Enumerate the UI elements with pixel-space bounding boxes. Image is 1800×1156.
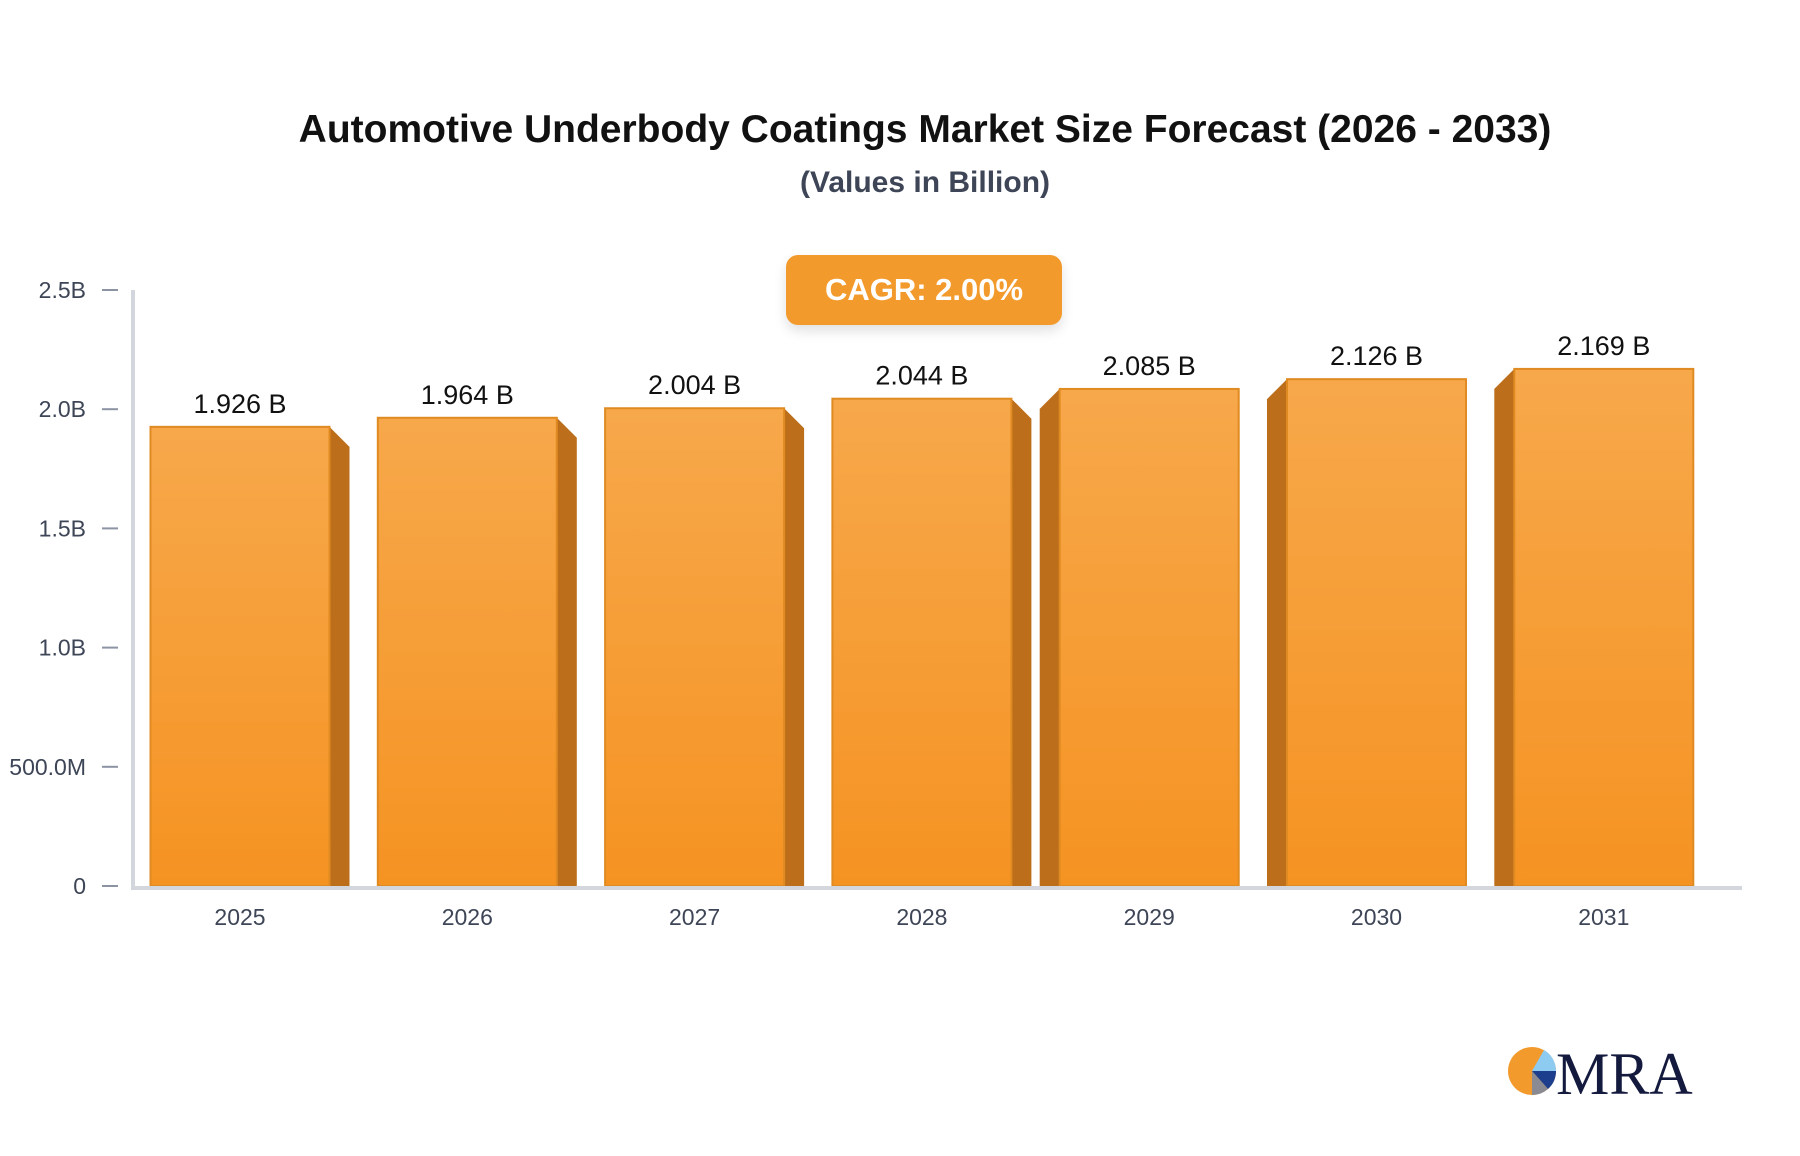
bar	[831, 397, 1013, 887]
bars: 1.926 B 2025 1.964 B 2026 2.004 B 2027 2.044 B…	[149, 331, 1695, 930]
data-label: 2.044 B	[875, 361, 968, 391]
data-label: 2.126 B	[1330, 341, 1423, 371]
bar	[604, 407, 786, 887]
bar-side	[1011, 398, 1032, 886]
data-label: 1.964 B	[421, 380, 514, 410]
y-tick-label: 500.0M	[9, 754, 86, 780]
bar-side	[1267, 379, 1287, 886]
bar-2028: 2.044 B	[831, 361, 1032, 887]
bar-2029: 2.085 B	[1039, 351, 1240, 887]
data-label: 2.085 B	[1103, 351, 1196, 381]
chart-subtitle: (Values in Billion)	[799, 166, 1051, 199]
bar	[149, 425, 331, 887]
bar	[1058, 387, 1240, 887]
bar	[1286, 378, 1467, 887]
bar-2031: 2.169 B	[1494, 331, 1695, 887]
x-tick-label: 2025	[214, 904, 265, 930]
y-tick-label: 1.0B	[39, 635, 86, 661]
bar-side	[1494, 368, 1515, 886]
bar-2030: 2.126 B	[1267, 341, 1467, 887]
chart-title: Automotive Underbody Coatings Market Siz…	[298, 108, 1552, 151]
bar	[376, 416, 558, 887]
x-tick-label: 2027	[669, 904, 720, 930]
cagr-badge: CAGR: 2.00%	[786, 255, 1062, 325]
y-tick-label: 2.5B	[39, 277, 86, 303]
bar-2026: 1.964 B	[376, 380, 577, 887]
bar	[1513, 367, 1695, 887]
x-tick-label: 2028	[896, 904, 947, 930]
y-axis: 0 500.0M 1.0B 1.5B 2.0B 2.5B	[9, 277, 118, 899]
y-tick-label: 1.5B	[39, 515, 86, 541]
bar-side	[329, 426, 350, 886]
bar-side	[556, 417, 577, 886]
y-tick-label: 2.0B	[39, 396, 86, 422]
pie-logo-icon: MRA	[1508, 1041, 1693, 1102]
x-tick-label: 2026	[442, 904, 493, 930]
svg-text:MRA: MRA	[1556, 1041, 1693, 1102]
bar-side	[784, 408, 805, 886]
y-tick-label: 0	[73, 873, 86, 899]
bar-side	[1039, 388, 1060, 886]
data-label: 2.169 B	[1557, 331, 1650, 361]
x-tick-label: 2031	[1578, 904, 1629, 930]
x-tick-label: 2030	[1351, 904, 1402, 930]
data-label: 1.926 B	[193, 389, 286, 419]
data-label: 2.004 B	[648, 370, 741, 400]
bar-2027: 2.004 B	[604, 370, 805, 887]
mra-logo: MRA	[1504, 1040, 1704, 1102]
bar-2025: 1.926 B	[149, 389, 350, 887]
x-tick-label: 2029	[1124, 904, 1175, 930]
